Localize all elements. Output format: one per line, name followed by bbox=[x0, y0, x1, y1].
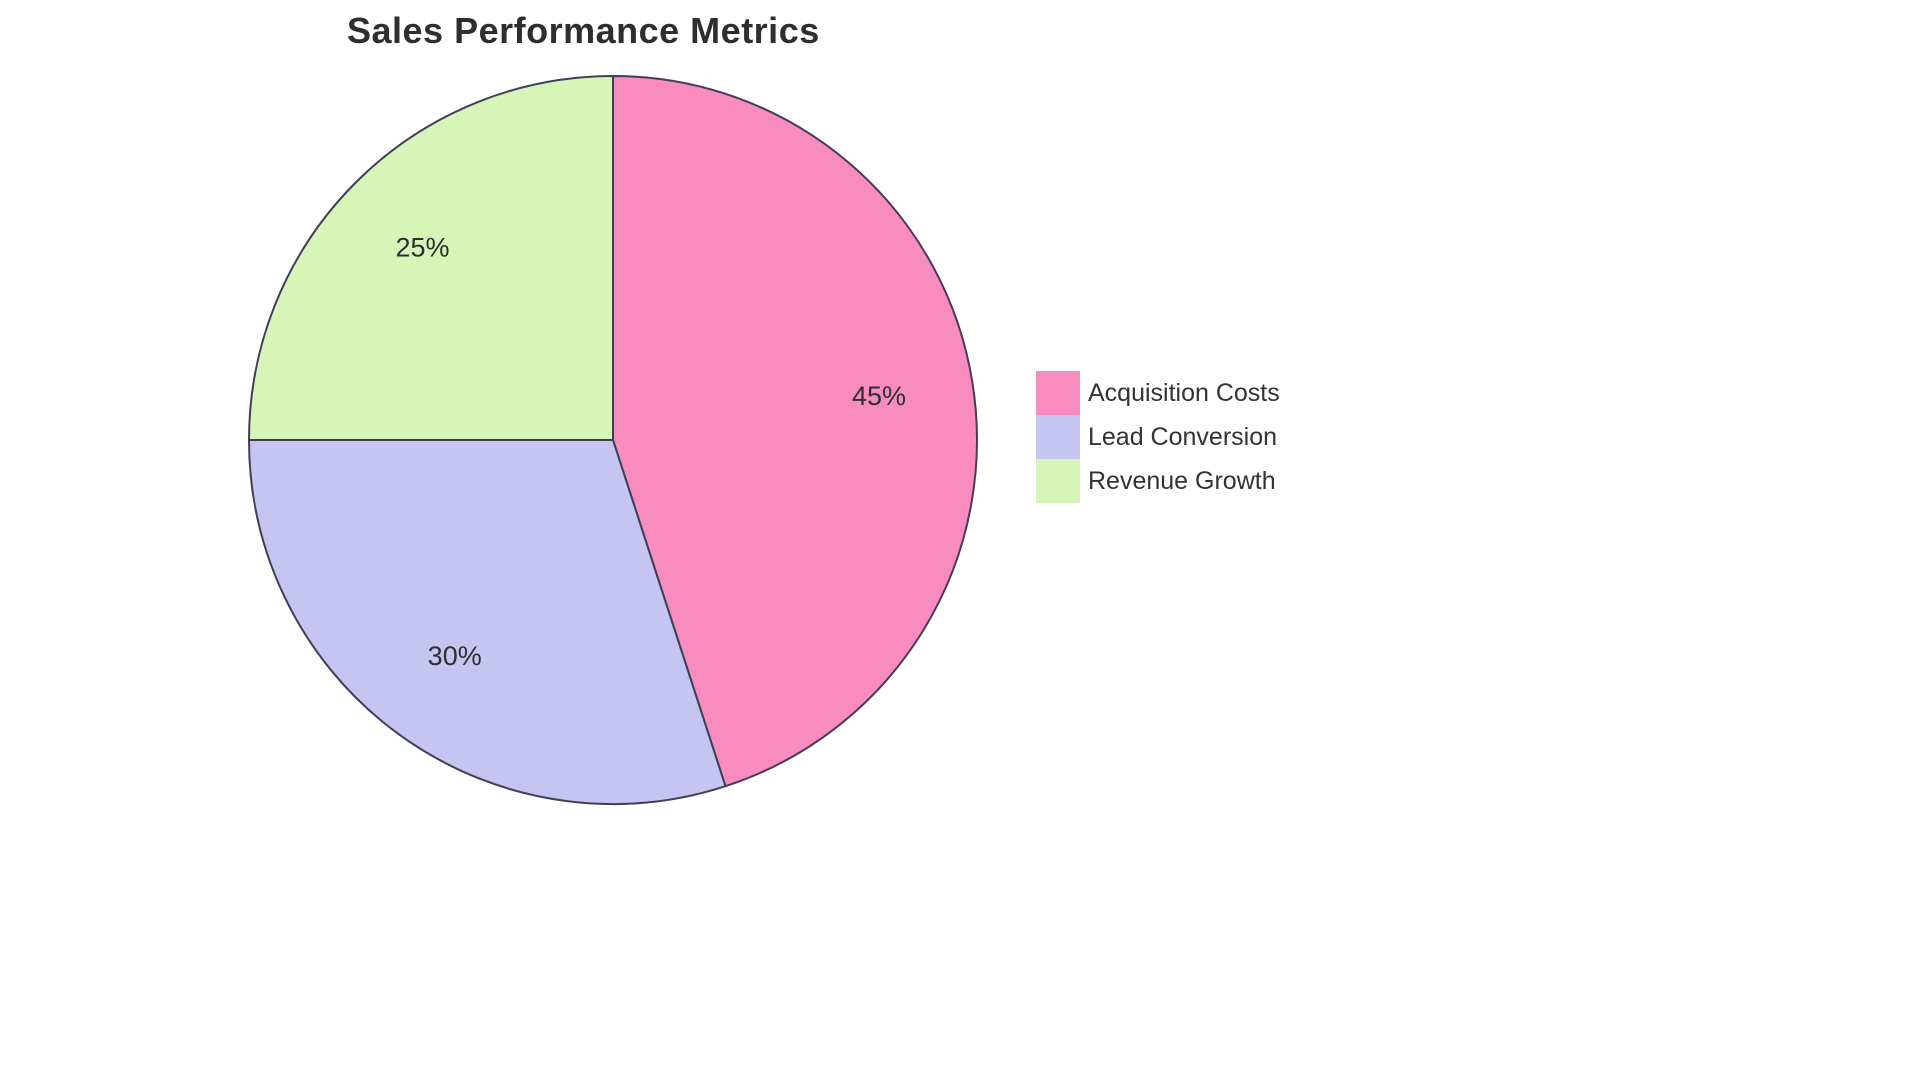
legend-item-lead-conversion: Lead Conversion bbox=[1036, 415, 1280, 459]
legend-swatch-2 bbox=[1036, 459, 1080, 503]
pie-slice-0 bbox=[612, 75, 978, 788]
legend-label: Lead Conversion bbox=[1088, 422, 1278, 451]
chart-title: Sales Performance Metrics bbox=[347, 10, 820, 51]
pie-slice-label-1: 30% bbox=[428, 641, 482, 671]
legend-item-revenue-growth: Revenue Growth bbox=[1036, 459, 1280, 503]
pie-slice-label-2: 25% bbox=[395, 233, 449, 263]
pie-slice-label-0: 45% bbox=[852, 381, 906, 411]
legend-label: Revenue Growth bbox=[1088, 466, 1276, 495]
pie-slice-2 bbox=[248, 75, 614, 441]
legend: Acquisition Costs Lead Conversion Revenu… bbox=[1036, 371, 1280, 503]
legend-swatch-1 bbox=[1036, 415, 1080, 459]
legend-item-acquisition-costs: Acquisition Costs bbox=[1036, 371, 1280, 415]
legend-label: Acquisition Costs bbox=[1088, 378, 1280, 407]
legend-swatch-0 bbox=[1036, 371, 1080, 415]
pie-slice-1 bbox=[248, 439, 727, 805]
